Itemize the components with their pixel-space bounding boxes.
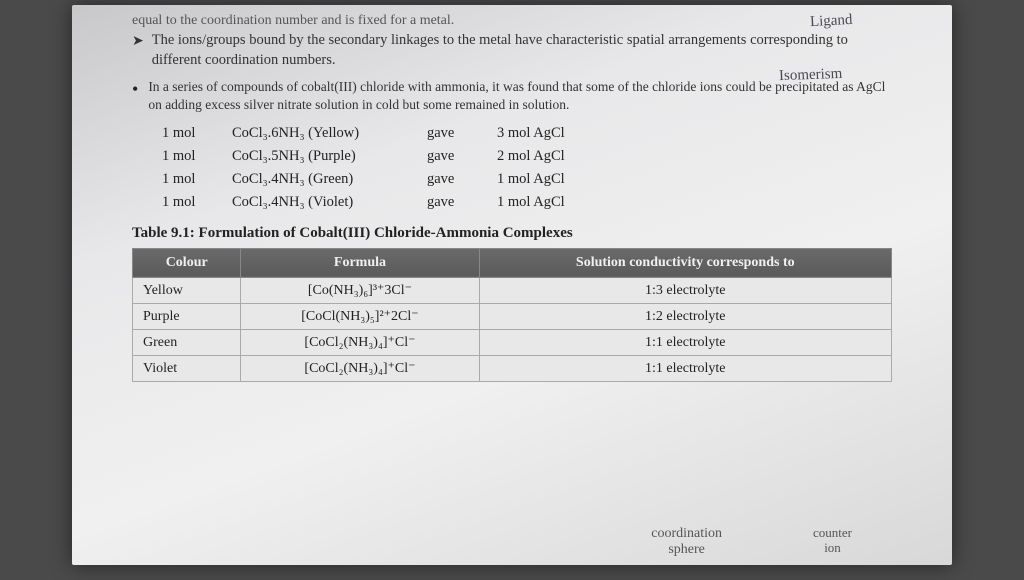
table-caption: Table 9.1: Formulation of Cobalt(III) Ch… <box>132 225 892 242</box>
reaction-compound: CoCl₃.5NH₃ (Purple) <box>232 148 427 165</box>
arrow-icon: ➤ <box>132 33 144 50</box>
reaction-gave: gave <box>427 148 497 165</box>
reaction-compound: CoCl₃.4NH₃ (Violet) <box>232 194 427 211</box>
partial-top-line: equal to the coordination number and is … <box>132 13 892 29</box>
dot-icon: • <box>132 80 138 98</box>
hand3-l1: coordination <box>651 526 722 541</box>
reaction-mol: 1 mol <box>162 171 232 188</box>
cell-cond: 1:2 electrolyte <box>479 304 891 330</box>
table-row: Green [CoCl₂(NH₃)₄]⁺Cl⁻ 1:1 electrolyte <box>133 330 892 356</box>
cell-formula: [CoCl₂(NH₃)₄]⁺Cl⁻ <box>241 330 479 356</box>
handwriting-ligand: Ligand <box>809 12 852 31</box>
cell-cond: 1:1 electrolyte <box>479 330 891 356</box>
cell-colour: Green <box>133 330 241 356</box>
reaction-row: 1 mol CoCl₃.4NH₃ (Green) gave 1 mol AgCl <box>162 171 892 188</box>
textbook-page: equal to the coordination number and is … <box>72 5 952 565</box>
cell-colour: Yellow <box>133 278 241 304</box>
cell-cond: 1:3 electrolyte <box>479 278 891 304</box>
col-conductivity: Solution conductivity corresponds to <box>479 248 891 278</box>
table-row: Yellow [Co(NH₃)₆]³⁺3Cl⁻ 1:3 electrolyte <box>133 278 892 304</box>
reaction-mol: 1 mol <box>162 125 232 142</box>
table-header-row: Colour Formula Solution conductivity cor… <box>133 248 892 278</box>
main-bullet-text: The ions/groups bound by the secondary l… <box>152 31 892 70</box>
complexes-table: Colour Formula Solution conductivity cor… <box>132 248 892 383</box>
reaction-result: 1 mol AgCl <box>497 171 637 188</box>
cell-formula: [CoCl₂(NH₃)₄]⁺Cl⁻ <box>241 356 479 382</box>
reaction-result: 1 mol AgCl <box>497 194 637 211</box>
reaction-row: 1 mol CoCl₃.5NH₃ (Purple) gave 2 mol AgC… <box>162 148 892 165</box>
reaction-row: 1 mol CoCl₃.6NH₃ (Yellow) gave 3 mol AgC… <box>162 125 892 142</box>
handwriting-coord-sphere: coordination sphere <box>651 526 722 557</box>
cell-formula: [CoCl(NH₃)₅]²⁺2Cl⁻ <box>241 304 479 330</box>
hand4-l1: counter <box>813 525 852 540</box>
reaction-gave: gave <box>427 125 497 142</box>
reaction-mol: 1 mol <box>162 148 232 165</box>
handwriting-isomerism: Isomerism <box>778 66 842 85</box>
hand3-l2: sphere <box>668 542 705 557</box>
reaction-compound: CoCl₃.6NH₃ (Yellow) <box>232 125 427 142</box>
reaction-gave: gave <box>427 194 497 211</box>
reaction-row: 1 mol CoCl₃.4NH₃ (Violet) gave 1 mol AgC… <box>162 194 892 211</box>
reaction-result: 3 mol AgCl <box>497 125 637 142</box>
table-row: Purple [CoCl(NH₃)₅]²⁺2Cl⁻ 1:2 electrolyt… <box>133 304 892 330</box>
sub-bullet-row: • In a series of compounds of cobalt(III… <box>132 78 892 114</box>
cell-colour: Violet <box>133 356 241 382</box>
cell-colour: Purple <box>133 304 241 330</box>
reaction-compound: CoCl₃.4NH₃ (Green) <box>232 171 427 188</box>
col-formula: Formula <box>241 248 479 278</box>
table-row: Violet [CoCl₂(NH₃)₄]⁺Cl⁻ 1:1 electrolyte <box>133 356 892 382</box>
cell-formula: [Co(NH₃)₆]³⁺3Cl⁻ <box>241 278 479 304</box>
reaction-mol: 1 mol <box>162 194 232 211</box>
reaction-result: 2 mol AgCl <box>497 148 637 165</box>
reaction-gave: gave <box>427 171 497 188</box>
hand4-l2: ion <box>824 540 841 555</box>
handwriting-counter-ion: counter ion <box>813 526 852 555</box>
col-colour: Colour <box>133 248 241 278</box>
main-bullet-row: ➤ The ions/groups bound by the secondary… <box>132 31 892 70</box>
cell-cond: 1:1 electrolyte <box>479 356 891 382</box>
reactions-block: 1 mol CoCl₃.6NH₃ (Yellow) gave 3 mol AgC… <box>162 125 892 211</box>
